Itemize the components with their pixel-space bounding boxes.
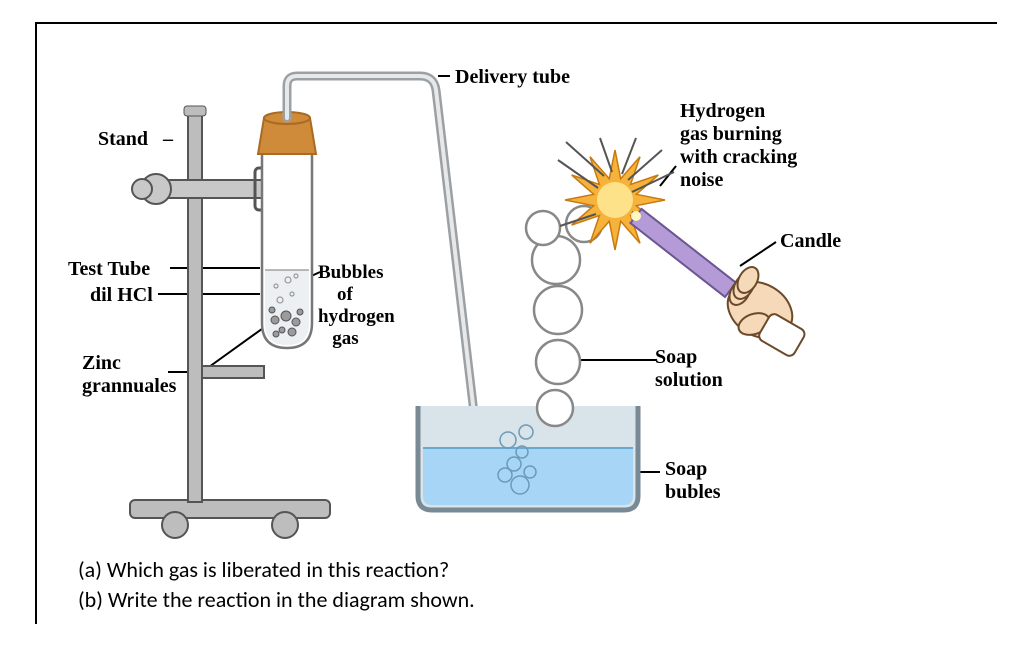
label-soap-solution: Soap solution	[655, 346, 723, 392]
label-soap-bubbles: Soap bubles	[665, 458, 721, 504]
label-bubbles: Bubbles of hydrogen gas	[318, 262, 395, 349]
label-zinc: Zinc grannuales	[82, 352, 176, 398]
question-a: (a) Which gas is liberated in this react…	[78, 557, 449, 582]
diagram-stage: Delivery tube Stand – Test Tube dil HCl …	[0, 0, 1024, 654]
dash-stand: –	[158, 128, 173, 151]
label-test-tube: Test Tube	[68, 258, 150, 281]
question-b: (b) Write the reaction in the diagram sh…	[78, 587, 475, 612]
label-candle: Candle	[780, 230, 841, 253]
label-dil-hcl: dil HCl	[90, 284, 153, 307]
label-hydrogen-burn: Hydrogen gas burning with cracking noise	[680, 100, 797, 192]
label-stand: Stand	[98, 128, 148, 151]
label-delivery-tube: Delivery tube	[455, 66, 570, 89]
